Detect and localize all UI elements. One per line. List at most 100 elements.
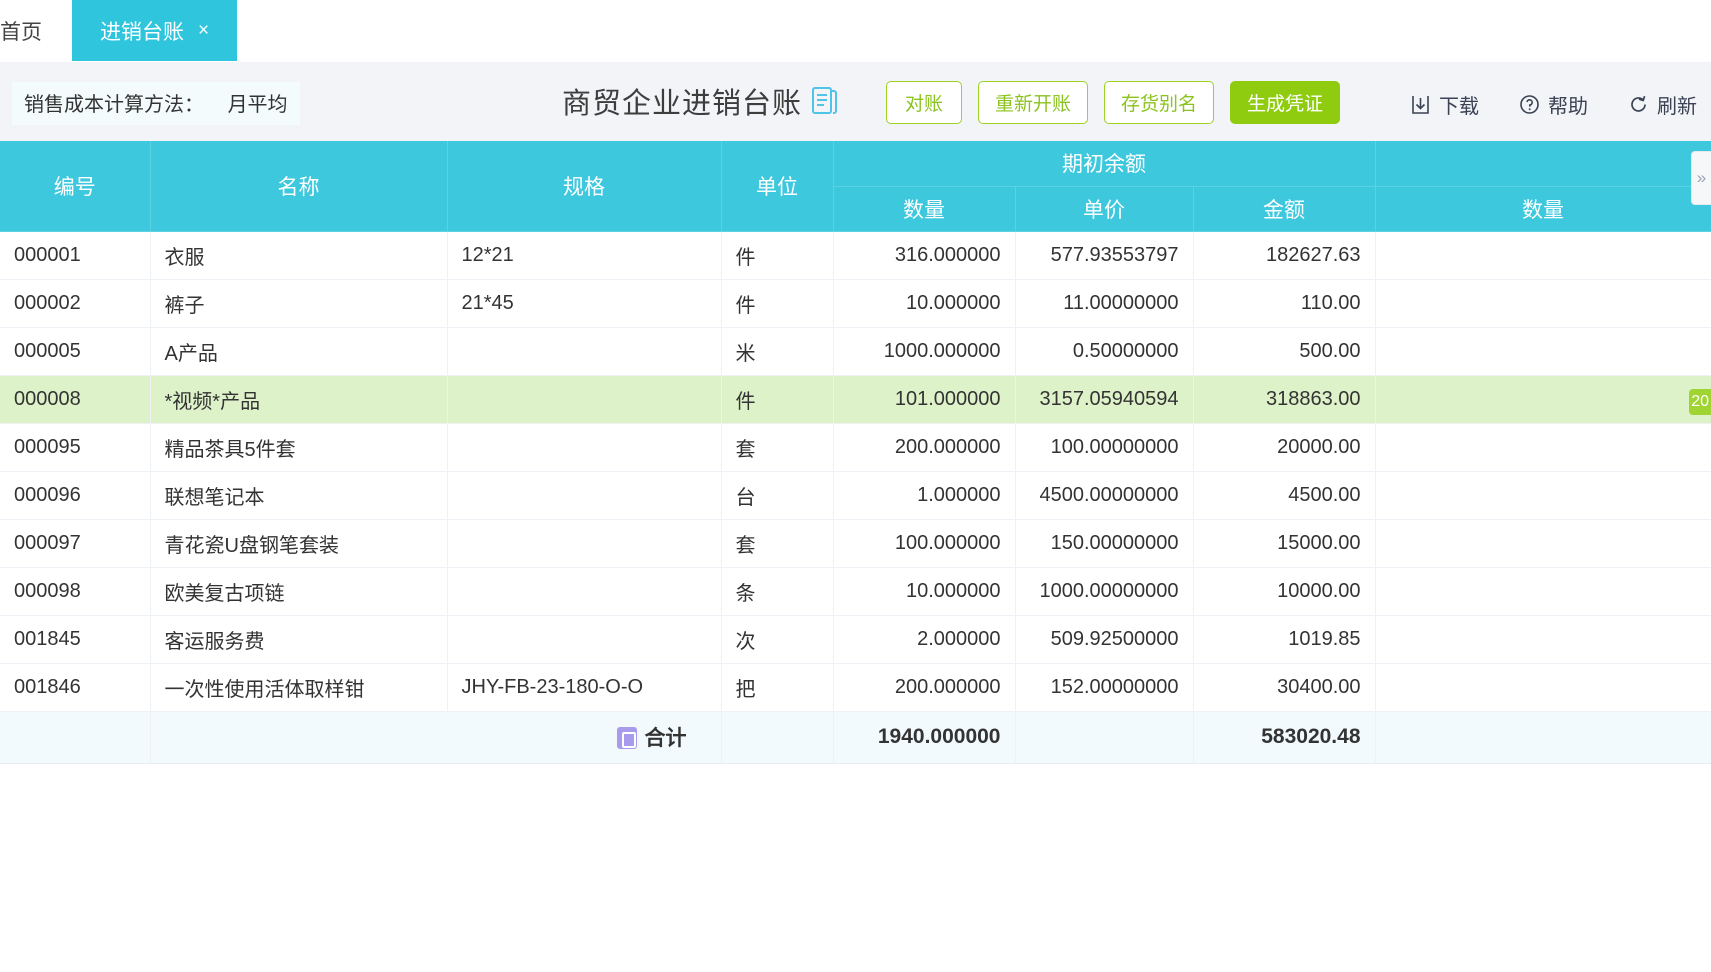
page-toolbar: 销售成本计算方法： 月平均 商贸企业进销台账 对账 重新开账 存货别名 生成凭证 bbox=[0, 62, 1711, 141]
generate-voucher-button[interactable]: 生成凭证 bbox=[1230, 81, 1341, 124]
row-name-link[interactable]: 联想笔记本 bbox=[164, 486, 265, 509]
table-row: 000098 欧美复古项链 条 10.000000 1000.00000000 10000… bbox=[0, 567, 1711, 616]
cell-next-qty bbox=[1375, 423, 1711, 472]
ledger-table-body: 000001 衣服 12*21 件 316.000000 577.93553797 1826… bbox=[0, 231, 1711, 712]
tab-jinxiao-taizhang[interactable]: 进销台账 × bbox=[72, 0, 238, 61]
cell-name[interactable]: 青花瓷U盘钢笔套装 bbox=[150, 519, 448, 568]
cell-amount: 30400.00 bbox=[1193, 663, 1376, 712]
cell-amount: 182627.63 bbox=[1193, 231, 1376, 280]
document-icon[interactable] bbox=[812, 87, 838, 115]
cost-method-value: 月平均 bbox=[227, 94, 288, 116]
help-circle-icon bbox=[1519, 94, 1540, 115]
total-qty: 1940.000000 bbox=[833, 711, 1016, 764]
cell-qty: 200.000000 bbox=[833, 663, 1016, 712]
row-name-link[interactable]: 一次性使用活体取样钳 bbox=[164, 678, 365, 701]
col-header-code[interactable]: 编号 bbox=[0, 141, 151, 232]
cell-amount: 318863.00 bbox=[1193, 375, 1376, 424]
cell-next-qty bbox=[1375, 327, 1711, 376]
cell-price: 509.92500000 bbox=[1015, 615, 1194, 664]
cell-spec bbox=[447, 471, 722, 520]
cell-code: 000095 bbox=[0, 423, 151, 472]
cell-name[interactable]: A产品 bbox=[150, 327, 448, 376]
cell-qty: 1000.000000 bbox=[833, 327, 1016, 376]
table-row: 001845 客运服务费 次 2.000000 509.92500000 1019.85 bbox=[0, 615, 1711, 664]
lock-icon bbox=[616, 727, 637, 749]
cell-spec bbox=[447, 615, 722, 664]
row-name-link[interactable]: 精品茶具5件套 bbox=[164, 438, 296, 461]
cell-qty: 316.000000 bbox=[833, 231, 1016, 280]
cell-code: 000096 bbox=[0, 471, 151, 520]
cell-next-qty bbox=[1375, 375, 1711, 424]
cell-unit: 套 bbox=[721, 519, 834, 568]
col-group-opening-balance: 期初余额 bbox=[833, 141, 1376, 187]
cell-amount: 20000.00 bbox=[1193, 423, 1376, 472]
row-name-link[interactable]: A产品 bbox=[164, 342, 218, 365]
reopen-account-button[interactable]: 重新开账 bbox=[978, 81, 1089, 124]
table-header-row-1: 编号 名称 规格 单位 期初余额 bbox=[0, 141, 1711, 232]
cell-amount: 4500.00 bbox=[1193, 471, 1376, 520]
refresh-action[interactable]: 刷新 bbox=[1628, 90, 1697, 119]
cell-qty: 100.000000 bbox=[833, 519, 1016, 568]
collapse-panel-handle[interactable]: » bbox=[1691, 151, 1711, 205]
cell-name[interactable]: *视频*产品 bbox=[150, 375, 448, 424]
tab-close-icon[interactable]: × bbox=[198, 20, 210, 41]
cell-name[interactable]: 客运服务费 bbox=[150, 615, 448, 664]
cell-name[interactable]: 裤子 bbox=[150, 279, 448, 328]
cell-unit: 套 bbox=[721, 423, 834, 472]
col-header-next-qty[interactable]: 数量 bbox=[1375, 186, 1711, 232]
cell-name[interactable]: 欧美复古项链 bbox=[150, 567, 448, 616]
cell-next-qty bbox=[1375, 519, 1711, 568]
side-badge[interactable]: 20 bbox=[1689, 389, 1711, 415]
download-icon bbox=[1410, 94, 1431, 115]
row-name-link[interactable]: 衣服 bbox=[164, 246, 205, 269]
col-header-qty[interactable]: 数量 bbox=[833, 186, 1016, 232]
cell-spec bbox=[447, 567, 722, 616]
table-row: 000095 精品茶具5件套 套 200.000000 100.00000000 2000… bbox=[0, 423, 1711, 472]
cell-price: 1000.00000000 bbox=[1015, 567, 1194, 616]
cost-method-label: 销售成本计算方法： bbox=[24, 94, 204, 116]
download-label: 下载 bbox=[1439, 96, 1479, 118]
col-header-price[interactable]: 单价 bbox=[1015, 186, 1194, 232]
cell-code: 000001 bbox=[0, 231, 151, 280]
help-label: 帮助 bbox=[1548, 96, 1588, 118]
cell-qty: 101.000000 bbox=[833, 375, 1016, 424]
col-header-amount[interactable]: 金额 bbox=[1193, 186, 1376, 232]
table-row: 000096 联想笔记本 台 1.000000 4500.00000000 4500.00 bbox=[0, 471, 1711, 520]
total-empty-code bbox=[0, 711, 151, 764]
row-name-link[interactable]: 青花瓷U盘钢笔套装 bbox=[164, 534, 339, 557]
reconcile-button[interactable]: 对账 bbox=[886, 81, 962, 124]
row-name-link[interactable]: 客运服务费 bbox=[164, 630, 265, 653]
cell-next-qty bbox=[1375, 279, 1711, 328]
cell-amount: 15000.00 bbox=[1193, 519, 1376, 568]
tab-home-label: 首页 bbox=[0, 20, 42, 44]
cell-price: 11.00000000 bbox=[1015, 279, 1194, 328]
cell-spec bbox=[447, 375, 722, 424]
cell-code: 001846 bbox=[0, 663, 151, 712]
row-name-link[interactable]: 欧美复古项链 bbox=[164, 582, 285, 605]
total-label-cell: 合计 bbox=[150, 711, 722, 764]
col-header-name[interactable]: 名称 bbox=[150, 141, 448, 232]
cell-name[interactable]: 联想笔记本 bbox=[150, 471, 448, 520]
tab-home[interactable]: 首页 bbox=[0, 0, 72, 61]
inventory-alias-button[interactable]: 存货别名 bbox=[1104, 81, 1215, 124]
cell-code: 000002 bbox=[0, 279, 151, 328]
col-header-spec[interactable]: 规格 bbox=[447, 141, 722, 232]
cell-code: 000008 bbox=[0, 375, 151, 424]
cell-spec: 12*21 bbox=[447, 231, 722, 280]
cell-amount: 110.00 bbox=[1193, 279, 1376, 328]
ledger-table-head: 编号 名称 规格 单位 期初余额 数量 单价 金额 数量 bbox=[0, 141, 1711, 232]
row-name-link[interactable]: *视频*产品 bbox=[164, 390, 261, 413]
col-header-unit[interactable]: 单位 bbox=[721, 141, 834, 232]
table-row: 000005 A产品 米 1000.000000 0.50000000 500.00 bbox=[0, 327, 1711, 376]
cell-name[interactable]: 精品茶具5件套 bbox=[150, 423, 448, 472]
cell-name[interactable]: 衣服 bbox=[150, 231, 448, 280]
help-action[interactable]: 帮助 bbox=[1519, 90, 1588, 119]
row-name-link[interactable]: 裤子 bbox=[164, 294, 205, 317]
table-header-row-2: 数量 单价 金额 数量 bbox=[0, 186, 1711, 232]
cell-name[interactable]: 一次性使用活体取样钳 bbox=[150, 663, 448, 712]
download-action[interactable]: 下载 bbox=[1410, 90, 1479, 119]
cell-qty: 1.000000 bbox=[833, 471, 1016, 520]
cell-code: 001845 bbox=[0, 615, 151, 664]
cell-qty: 10.000000 bbox=[833, 279, 1016, 328]
cell-price: 577.93553797 bbox=[1015, 231, 1194, 280]
